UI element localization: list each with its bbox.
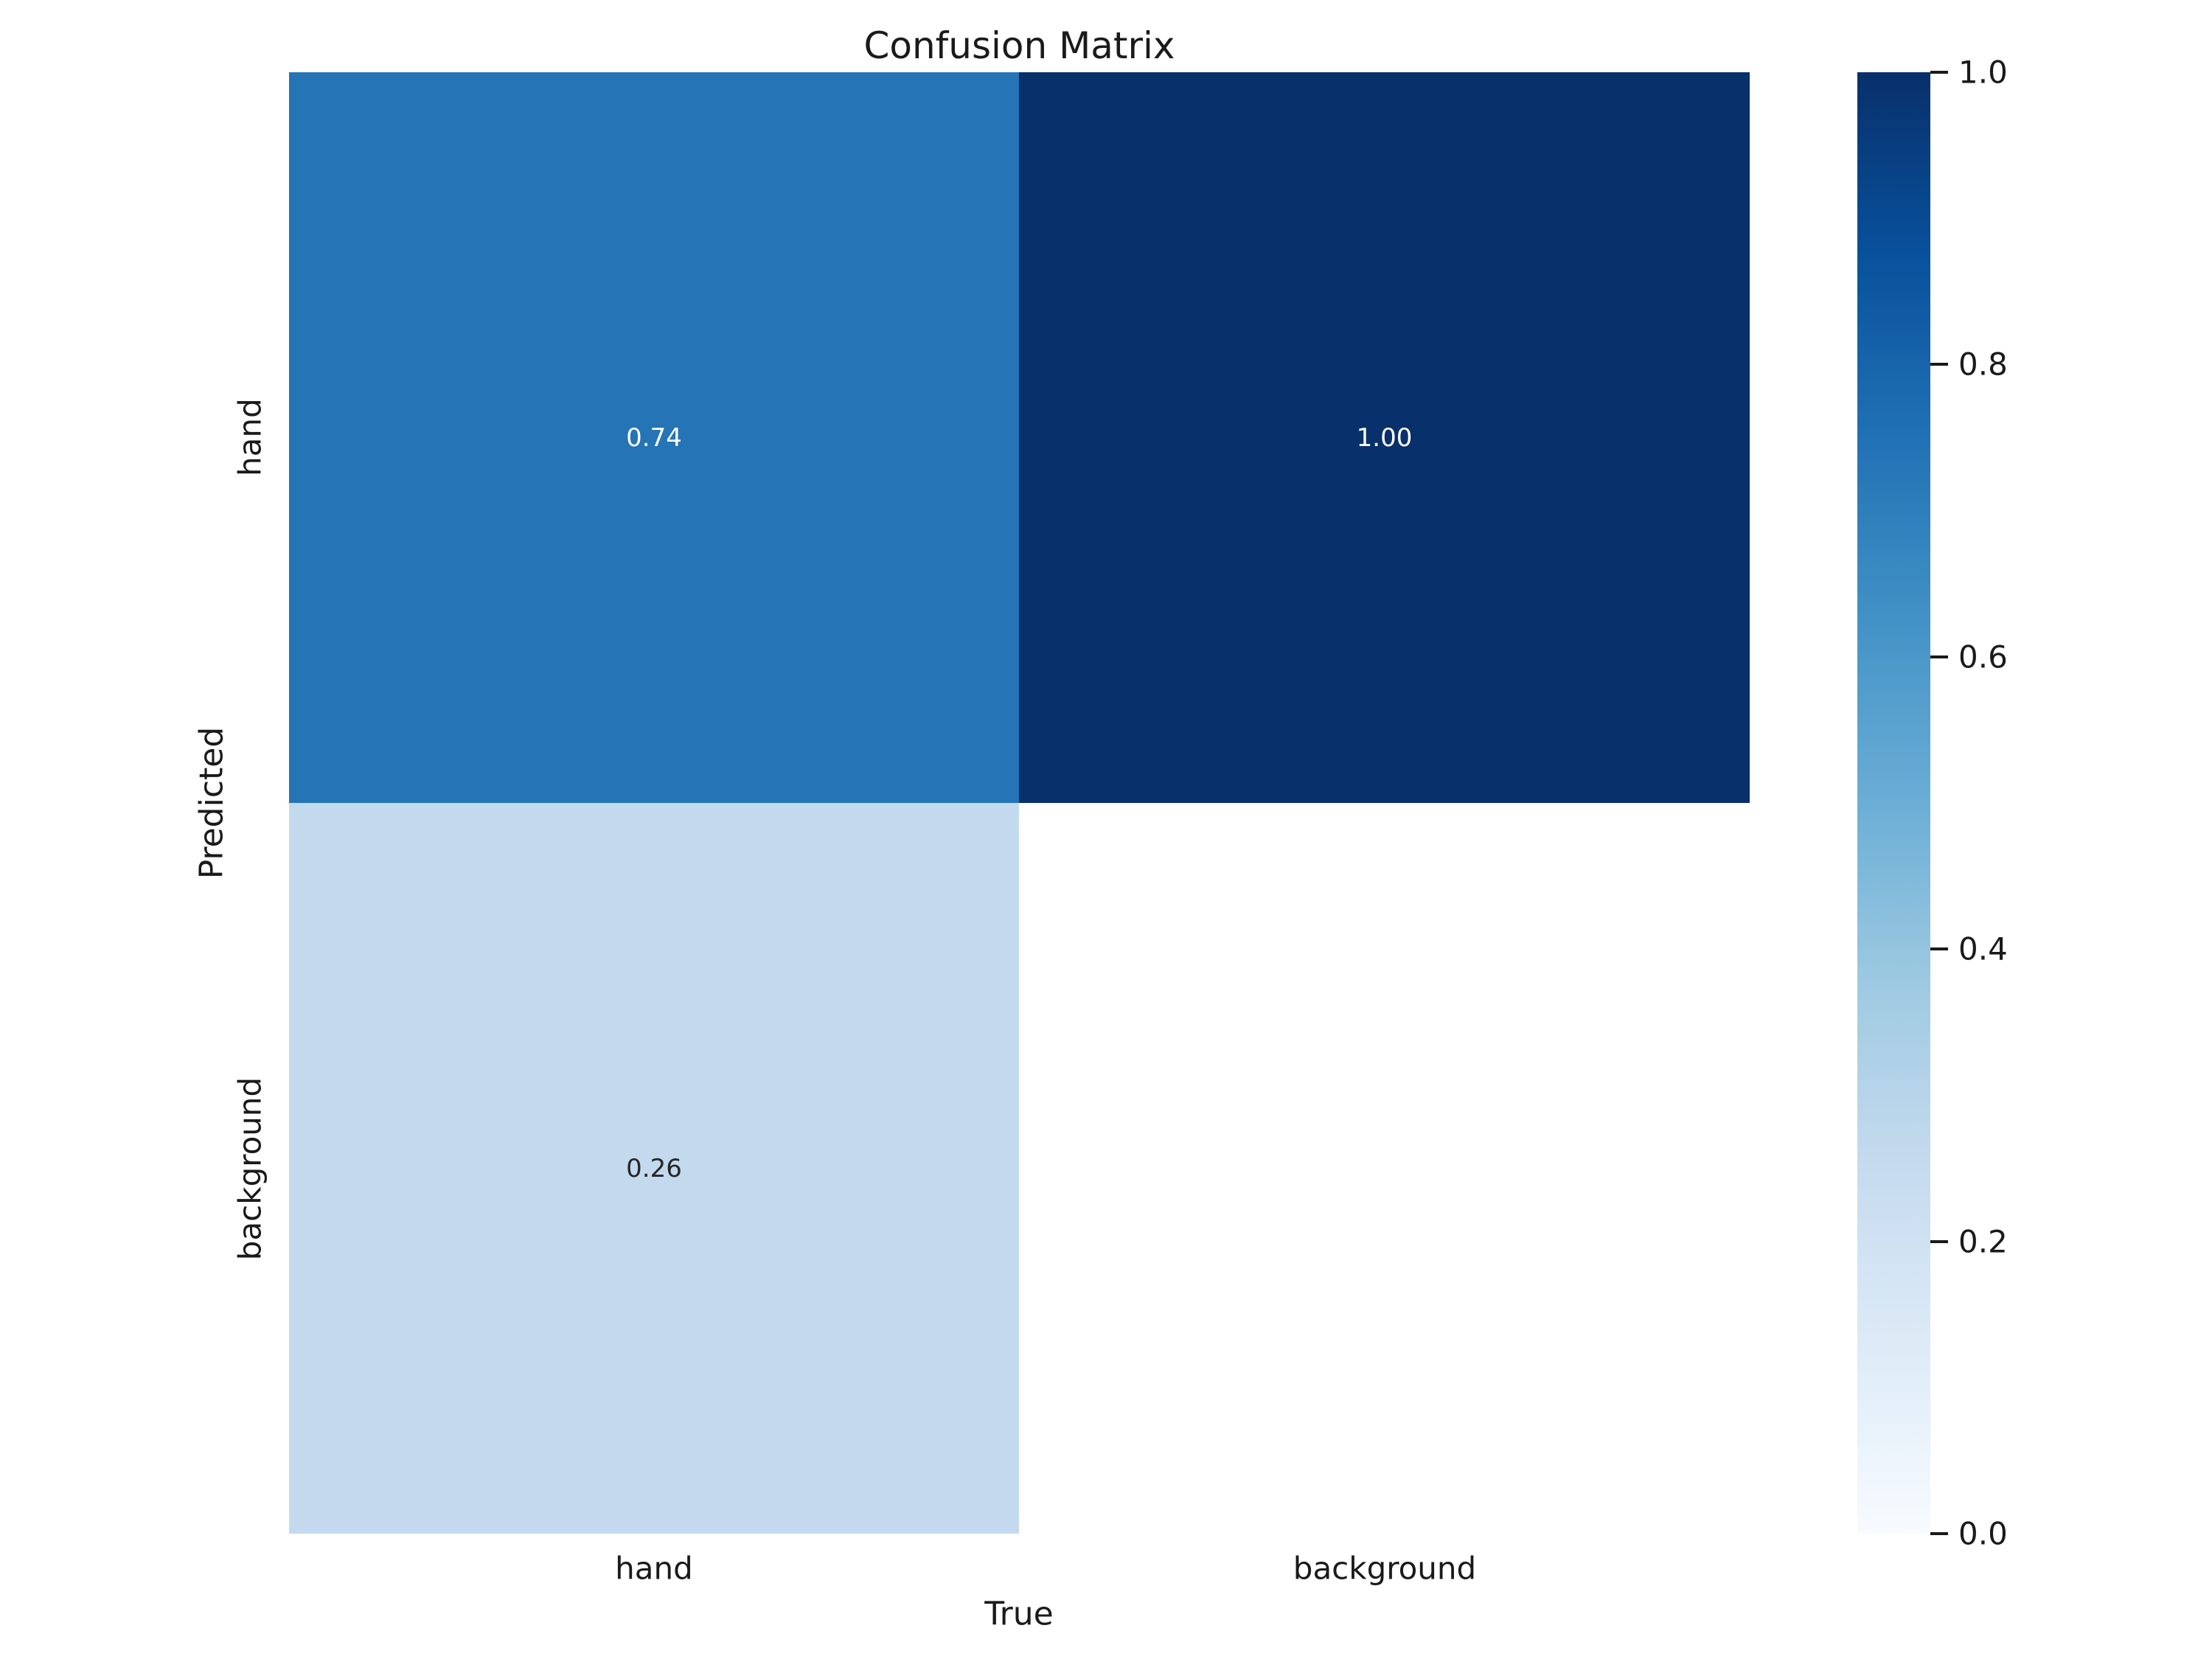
chart-title: Confusion Matrix xyxy=(863,24,1175,67)
heatmap-cell-predicted-hand-true-background: 1.00 xyxy=(1019,72,1750,803)
colorbar-tick-label: 0.8 xyxy=(1958,346,2008,383)
cell-value-label: 1.00 xyxy=(1356,422,1413,453)
x-axis-label: True xyxy=(984,1595,1054,1633)
colorbar-tick-mark xyxy=(1930,655,1948,658)
heatmap-cell-predicted-background-true-background xyxy=(1019,803,1750,1534)
x-tick-hand: hand xyxy=(615,1550,693,1587)
colorbar-gradient xyxy=(1857,72,1930,1534)
y-tick-hand: hand xyxy=(232,398,268,476)
heatmap-cell-predicted-background-true-hand: 0.26 xyxy=(289,803,1019,1534)
heatmap-cell-predicted-hand-true-hand: 0.74 xyxy=(289,72,1019,803)
colorbar-tick-label: 0.6 xyxy=(1958,639,2008,675)
cell-value-label: 0.74 xyxy=(626,422,682,453)
x-tick-background: background xyxy=(1293,1550,1477,1587)
colorbar-tick-mark xyxy=(1930,1240,1948,1243)
cell-value-label: 0.26 xyxy=(626,1153,682,1183)
y-axis-label: Predicted xyxy=(192,726,231,880)
colorbar-tick-mark xyxy=(1930,71,1948,74)
colorbar-tick-mark xyxy=(1930,947,1948,950)
colorbar-tick-label: 0.0 xyxy=(1958,1515,2008,1552)
colorbar-tick-mark xyxy=(1930,1532,1948,1535)
heatmap: 0.74 1.00 0.26 xyxy=(289,72,1750,1534)
colorbar-tick-label: 0.4 xyxy=(1958,931,2008,967)
colorbar-tick-label: 1.0 xyxy=(1958,54,2008,91)
colorbar-tick-mark xyxy=(1930,363,1948,366)
y-tick-background: background xyxy=(232,1077,268,1261)
colorbar-tick-label: 0.2 xyxy=(1958,1223,2008,1260)
